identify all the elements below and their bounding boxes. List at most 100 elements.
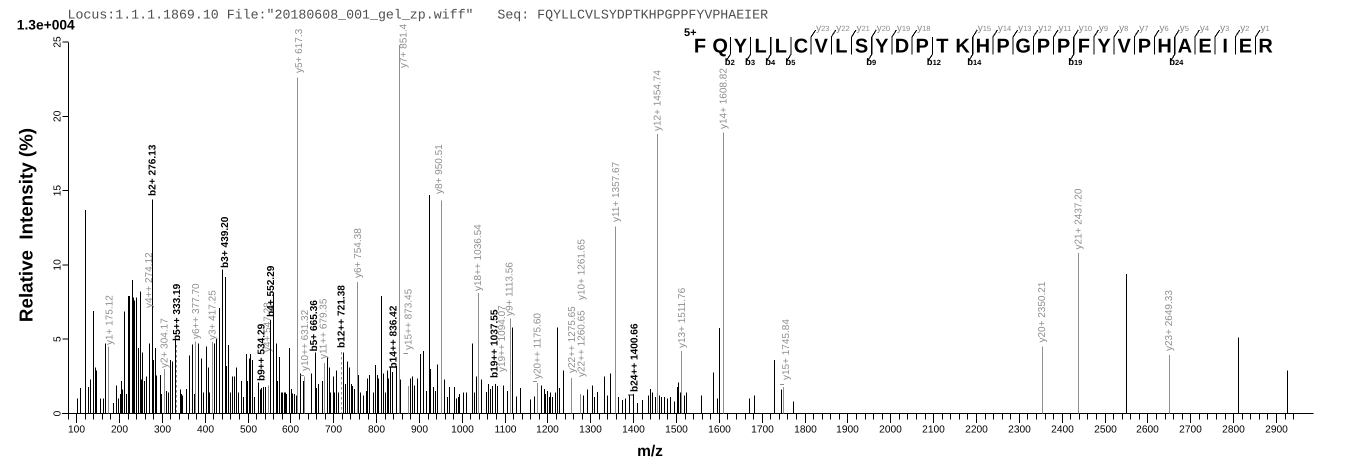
svg-text:y8+ 950.51: y8+ 950.51 <box>434 144 445 194</box>
svg-text:y3+ 417.25: y3+ 417.25 <box>208 290 219 340</box>
svg-text:0: 0 <box>52 410 63 416</box>
svg-text:600: 600 <box>282 424 299 435</box>
svg-text:y1: y1 <box>1261 23 1270 34</box>
svg-text:y22++ 1260.65: y22++ 1260.65 <box>576 310 587 377</box>
svg-text:y5+ 617.3: y5+ 617.3 <box>294 28 305 73</box>
svg-text:y15: y15 <box>978 23 991 34</box>
svg-text:b5+ 665.36: b5+ 665.36 <box>309 300 320 352</box>
svg-text:I: I <box>1222 36 1228 58</box>
svg-text:y4: y4 <box>1200 23 1209 34</box>
svg-text:H: H <box>1157 36 1171 58</box>
svg-text:G: G <box>1015 36 1031 58</box>
svg-text:b19++ 1037.55: b19++ 1037.55 <box>490 309 501 378</box>
svg-text:2200: 2200 <box>965 424 988 435</box>
svg-text:P: P <box>916 36 929 58</box>
svg-text:y23: y23 <box>816 23 829 34</box>
svg-text:25: 25 <box>52 36 63 48</box>
svg-text:y13+ 1511.76: y13+ 1511.76 <box>677 287 688 348</box>
svg-text:2900: 2900 <box>1265 424 1288 435</box>
svg-text:b12++ 721.38: b12++ 721.38 <box>336 285 347 348</box>
svg-text:b14++ 836.42: b14++ 836.42 <box>388 305 399 368</box>
svg-text:2500: 2500 <box>1094 424 1117 435</box>
svg-text:1000: 1000 <box>451 424 474 435</box>
svg-text:R: R <box>1258 36 1273 58</box>
svg-text:1700: 1700 <box>751 424 774 435</box>
svg-text:b24++ 1400.66: b24++ 1400.66 <box>629 323 640 392</box>
svg-text:y11+ 1357.67: y11+ 1357.67 <box>611 161 622 222</box>
svg-text:T: T <box>936 36 948 58</box>
svg-text:Relative Intensity (%): Relative Intensity (%) <box>16 128 37 322</box>
svg-text:y3: y3 <box>1220 23 1229 34</box>
svg-text:1600: 1600 <box>708 424 731 435</box>
svg-text:Y: Y <box>875 36 889 58</box>
svg-text:1.3e+004: 1.3e+004 <box>17 18 75 33</box>
svg-text:F: F <box>694 36 706 58</box>
svg-text:P: P <box>996 36 1009 58</box>
svg-text:y5: y5 <box>1180 23 1189 34</box>
svg-text:b4: b4 <box>765 57 776 68</box>
svg-text:y1+ 175.12: y1+ 175.12 <box>104 295 115 345</box>
svg-text:y9+ 1113.56: y9+ 1113.56 <box>505 262 516 316</box>
svg-text:y14+ 1608.82: y14+ 1608.82 <box>719 68 730 129</box>
svg-text:Y: Y <box>734 36 748 58</box>
svg-text:200: 200 <box>111 424 128 435</box>
svg-text:2000: 2000 <box>879 424 902 435</box>
svg-text:b3: b3 <box>745 57 755 68</box>
svg-text:800: 800 <box>368 424 385 435</box>
svg-text:2600: 2600 <box>1136 424 1159 435</box>
svg-text:y18: y18 <box>917 23 930 34</box>
svg-text:900: 900 <box>411 424 428 435</box>
svg-text:700: 700 <box>325 424 342 435</box>
svg-text:y14: y14 <box>998 23 1011 34</box>
svg-text:Q: Q <box>712 36 728 58</box>
svg-text:P: P <box>1057 36 1070 58</box>
svg-text:S: S <box>855 36 868 58</box>
svg-text:y21+ 2437.20: y21+ 2437.20 <box>1073 188 1084 249</box>
svg-text:b19: b19 <box>1068 57 1082 68</box>
svg-text:y11: y11 <box>1059 23 1072 34</box>
svg-text:5: 5 <box>52 336 63 342</box>
svg-text:L: L <box>754 36 766 58</box>
svg-text:m/z: m/z <box>637 443 663 460</box>
svg-text:b5++ 333.19: b5++ 333.19 <box>172 283 183 341</box>
svg-text:y20++ 1175.60: y20++ 1175.60 <box>532 313 543 379</box>
svg-text:y20: y20 <box>877 23 890 34</box>
svg-text:L: L <box>775 36 787 58</box>
svg-text:y22: y22 <box>836 23 849 34</box>
svg-text:y10+ 1261.65: y10+ 1261.65 <box>576 239 587 300</box>
svg-text:y19++ 1094.07: y19++ 1094.07 <box>497 305 508 372</box>
svg-text:1800: 1800 <box>794 424 817 435</box>
svg-text:300: 300 <box>154 424 171 435</box>
svg-text:C: C <box>794 36 808 58</box>
svg-text:y15++ 873.45: y15++ 873.45 <box>404 288 415 350</box>
svg-text:P: P <box>1037 36 1050 58</box>
svg-text:100: 100 <box>68 424 85 435</box>
svg-text:b24: b24 <box>1169 57 1184 68</box>
svg-text:1500: 1500 <box>665 424 688 435</box>
svg-text:y4+ 547.28: y4+ 547.28 <box>263 302 274 352</box>
svg-text:E: E <box>1239 36 1252 58</box>
svg-text:y21: y21 <box>857 23 870 34</box>
svg-text:y19: y19 <box>897 23 910 34</box>
svg-text:y2+ 304.17: y2+ 304.17 <box>160 318 171 368</box>
svg-text:y7+ 851.4: y7+ 851.4 <box>399 23 410 68</box>
svg-text:y18++ 1036.54: y18++ 1036.54 <box>473 224 484 291</box>
svg-text:V: V <box>815 36 829 58</box>
svg-text:Locus:1.1.1.1869.10 File:"2018: Locus:1.1.1.1869.10 File:"20180608_001_g… <box>68 8 769 23</box>
svg-text:1900: 1900 <box>836 424 859 435</box>
svg-text:y12+ 1454.74: y12+ 1454.74 <box>653 70 664 131</box>
svg-text:5+: 5+ <box>684 27 697 39</box>
svg-text:H: H <box>976 36 990 58</box>
svg-text:A: A <box>1178 36 1192 58</box>
svg-text:2700: 2700 <box>1179 424 1202 435</box>
svg-text:1400: 1400 <box>622 424 645 435</box>
svg-text:400: 400 <box>197 424 214 435</box>
svg-text:y4++ 274.12: y4++ 274.12 <box>144 252 155 308</box>
svg-text:y22++ 1275.65: y22++ 1275.65 <box>567 306 578 373</box>
svg-text:F: F <box>1078 36 1090 58</box>
svg-text:L: L <box>835 36 847 58</box>
svg-text:1100: 1100 <box>495 424 517 435</box>
svg-text:500: 500 <box>240 424 257 435</box>
svg-text:y15+ 1745.84: y15+ 1745.84 <box>781 319 792 380</box>
svg-text:y12: y12 <box>1038 23 1051 34</box>
